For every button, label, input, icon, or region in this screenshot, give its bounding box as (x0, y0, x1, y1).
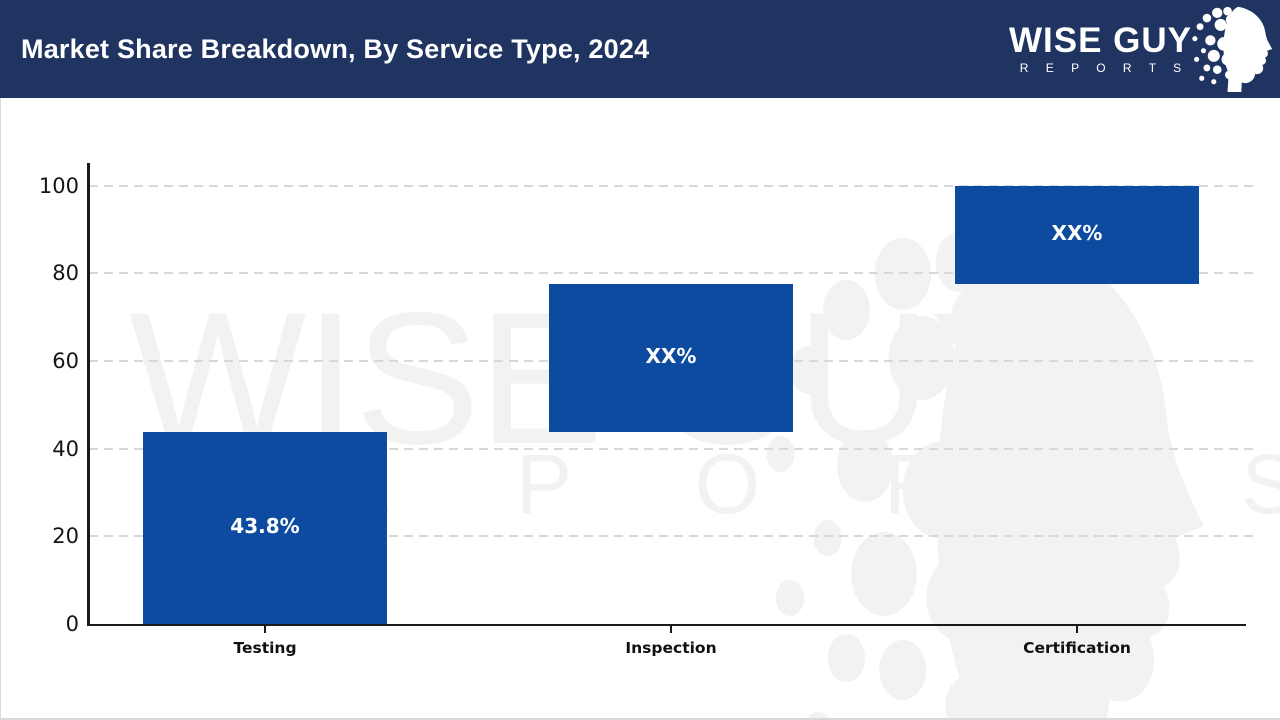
brand-logo: WISE GUY R E P O R T S (1009, 3, 1280, 95)
bar-certification (955, 185, 1199, 285)
x-axis-label-inspection: Inspection (625, 639, 717, 657)
bar-testing (143, 432, 387, 624)
y-axis-tick-20: 20 (52, 524, 79, 549)
chart-area: WISE GUY R E P O R T S 0 20 40 60 80 100 43.8%… (0, 98, 1280, 720)
x-axis-label-certification: Certification (1023, 639, 1131, 657)
bar-inspection (549, 284, 793, 432)
wise-guy-head-icon (1192, 6, 1273, 92)
gridline-y100 (89, 184, 1259, 187)
gridline-y40 (89, 447, 1259, 450)
y-axis-tick-80: 80 (52, 261, 79, 286)
brand-logo-text: WISE GUY R E P O R T S (1008, 21, 1192, 76)
header: Market Share Breakdown, By Service Type,… (0, 0, 1280, 98)
x-axis-tick-inspection (670, 626, 672, 633)
x-axis-line (87, 623, 1246, 626)
y-axis-tick-0: 0 (65, 612, 79, 636)
brand-name: WISE GUY (1008, 21, 1192, 60)
y-axis-tick-40: 40 (52, 436, 79, 461)
bar-value-label: XX% (645, 344, 697, 369)
y-axis-tick-100: 100 (38, 173, 79, 198)
x-axis-label-testing: Testing (233, 639, 297, 657)
x-axis-tick-testing (264, 626, 266, 633)
bar-value-label: XX% (1051, 220, 1103, 245)
brand-subtitle: R E P O R T S (1019, 61, 1189, 75)
x-axis-tick-certification (1076, 626, 1078, 633)
y-axis-line (87, 163, 90, 625)
gridline-y80 (89, 272, 1259, 275)
bar-value-label: 43.8% (230, 514, 300, 538)
gridline-y20 (89, 535, 1259, 538)
y-axis-tick-60: 60 (52, 349, 79, 373)
page-title: Market Share Breakdown, By Service Type,… (21, 33, 650, 64)
